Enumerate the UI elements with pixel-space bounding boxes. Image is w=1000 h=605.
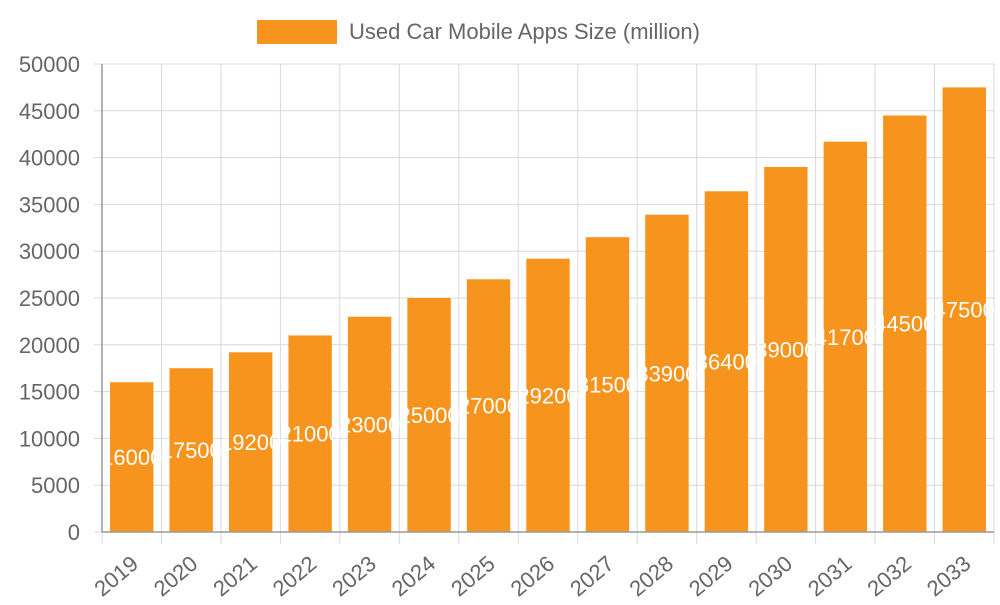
- x-tick-label: 2029: [684, 551, 738, 600]
- x-tick-label: 2030: [744, 551, 798, 600]
- bar: [942, 87, 986, 533]
- bar-value-labels: 1600017500192002100023000250002700029200…: [101, 298, 995, 470]
- bar: [883, 115, 927, 532]
- x-tick-label: 2031: [803, 551, 857, 600]
- y-tick-label: 10000: [19, 426, 80, 451]
- x-tick-label: 2026: [506, 551, 560, 600]
- bar: [585, 237, 630, 532]
- bar: [823, 141, 868, 533]
- y-tick-label: 50000: [19, 52, 80, 77]
- bar-value-label: 31500: [577, 373, 638, 398]
- bar-value-label: 39000: [755, 337, 816, 362]
- x-tick-label: 2025: [446, 551, 500, 600]
- y-tick-label: 45000: [19, 99, 80, 124]
- y-tick-label: 25000: [19, 286, 80, 311]
- bar-value-label: 27000: [458, 394, 519, 419]
- bar-value-label: 29200: [517, 383, 578, 408]
- bar: [169, 368, 213, 532]
- legend-label: Used Car Mobile Apps Size (million): [349, 19, 700, 44]
- bar: [288, 335, 332, 532]
- x-tick-label: 2024: [387, 551, 441, 600]
- bar: [764, 166, 808, 532]
- x-tick-label: 2027: [565, 551, 619, 600]
- x-tick-label: 2023: [327, 551, 381, 600]
- bar: [704, 191, 749, 532]
- bar-value-label: 33900: [636, 361, 697, 386]
- axes: [101, 64, 994, 533]
- bar: [110, 382, 154, 532]
- x-tick-label: 2033: [922, 551, 976, 600]
- x-tick-label: 2020: [149, 551, 203, 600]
- bar-value-label: 25000: [398, 403, 459, 428]
- bar: [228, 352, 273, 532]
- bar-value-label: 44500: [874, 312, 935, 337]
- legend-swatch: [257, 20, 337, 44]
- y-tick-label: 20000: [19, 333, 80, 358]
- x-axis-ticks: 2019 2020 2021 2022 2023 2024 2025 2026 2027 2028…: [89, 551, 976, 602]
- bar: [347, 316, 392, 532]
- bar-value-label: 19200: [220, 430, 281, 455]
- bar: [526, 258, 570, 532]
- x-tick-label: 2032: [862, 551, 916, 600]
- y-axis-ticks: 0 5000 10000 15000 20000 25000 30000 35000 40000…: [19, 52, 80, 545]
- bar: [466, 279, 511, 532]
- x-tick-label: 2019: [89, 551, 143, 600]
- y-tick-label: 5000: [31, 473, 80, 498]
- bars: [110, 87, 986, 533]
- bar-value-label: 47500: [934, 298, 995, 323]
- x-tick-label: 2022: [268, 551, 322, 600]
- x-tick-label: 2028: [625, 551, 679, 600]
- bar: [407, 298, 451, 532]
- bar-value-label: 16000: [101, 445, 162, 470]
- y-tick-label: 30000: [19, 239, 80, 264]
- y-tick-label: 35000: [19, 192, 80, 217]
- bar-value-label: 36400: [696, 350, 757, 375]
- legend: Used Car Mobile Apps Size (million): [257, 19, 700, 44]
- bar-value-label: 41700: [815, 325, 876, 350]
- x-tick-label: 2021: [208, 551, 262, 600]
- y-tick-label: 15000: [19, 380, 80, 405]
- bar-value-label: 17500: [161, 438, 222, 463]
- bar-value-label: 23000: [339, 412, 400, 437]
- y-tick-label: 0: [68, 520, 80, 545]
- bar: [645, 214, 689, 533]
- bar-value-label: 21000: [280, 422, 341, 447]
- y-tick-label: 40000: [19, 146, 80, 171]
